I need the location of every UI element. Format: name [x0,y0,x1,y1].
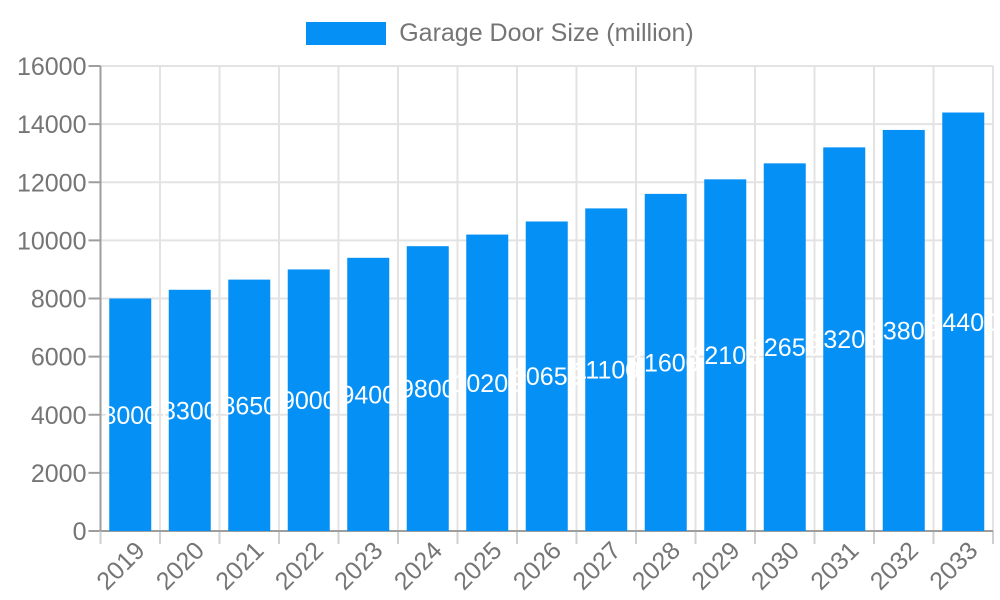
x-axis-tick-label: 2032 [865,536,924,595]
legend-series-label: Garage Door Size (million) [399,18,694,47]
bar-2025[interactable] [466,234,509,531]
bar-value-label: 9400 [340,381,396,409]
x-axis-tick-label: 2020 [151,536,210,595]
bar-2029[interactable] [704,179,747,531]
bar-value-label: 14400 [928,309,998,337]
bar-value-label: 8300 [162,397,218,425]
bar-2019[interactable] [109,298,152,532]
bar-value-label: 8000 [102,402,158,430]
bar-value-label: 11600 [632,349,700,377]
bar-2032[interactable] [882,129,925,531]
x-axis-tick-label: 2031 [805,536,864,595]
x-axis-tick-label: 2027 [567,536,626,595]
chart-legend[interactable]: Garage Door Size (million) [0,19,1000,47]
bar-2030[interactable] [763,163,806,531]
bar-value-label: 8650 [221,392,277,420]
x-axis-tick-label: 2022 [270,536,329,595]
y-axis-tick-label: 4000 [31,402,87,430]
bar-value-label: 13800 [869,317,939,345]
y-axis-tick-label: 8000 [31,286,87,314]
bar-value-label: 9000 [281,387,337,415]
x-axis-tick-label: 2025 [448,536,507,595]
x-axis-tick-label: 2023 [329,536,388,595]
y-axis-tick-label: 14000 [17,111,87,139]
x-axis-tick-label: 2026 [508,536,567,595]
bar-2023[interactable] [347,257,390,531]
y-axis-tick-label: 10000 [17,227,87,255]
bar-value-label: 10650 [512,363,582,391]
bar-value-label: 12100 [690,342,760,370]
bar-2033[interactable] [942,112,985,532]
x-axis-tick-label: 2029 [686,536,745,595]
bar-value-label: 12650 [750,334,820,362]
y-axis-tick-label: 12000 [17,169,87,197]
bar-2028[interactable] [644,193,687,531]
x-axis-tick-label: 2021 [210,536,269,595]
bar-value-label: 11100 [573,357,639,385]
bar-2027[interactable] [585,208,628,531]
bar-value-label: 13200 [809,326,879,354]
y-axis-tick-label: 0 [73,518,87,546]
bar-2020[interactable] [168,289,211,531]
bar-2024[interactable] [406,246,449,531]
bar-2031[interactable] [823,147,866,531]
bar-2021[interactable] [228,279,271,531]
bar-2026[interactable] [525,221,568,531]
y-axis-tick-label: 2000 [31,460,87,488]
bar-value-label: 10200 [452,370,522,398]
bar-value-label: 9800 [400,376,456,404]
x-axis-tick-label: 2030 [746,536,805,595]
x-axis-tick-label: 2028 [627,536,686,595]
y-axis-tick-label: 6000 [31,344,87,372]
legend-color-swatch [306,21,387,45]
x-axis-tick-label: 2019 [91,536,150,595]
bar-2022[interactable] [287,269,330,531]
x-axis-tick-label: 2024 [389,536,448,595]
y-axis-tick-label: 16000 [17,53,87,81]
x-axis-tick-label: 2033 [924,536,983,595]
